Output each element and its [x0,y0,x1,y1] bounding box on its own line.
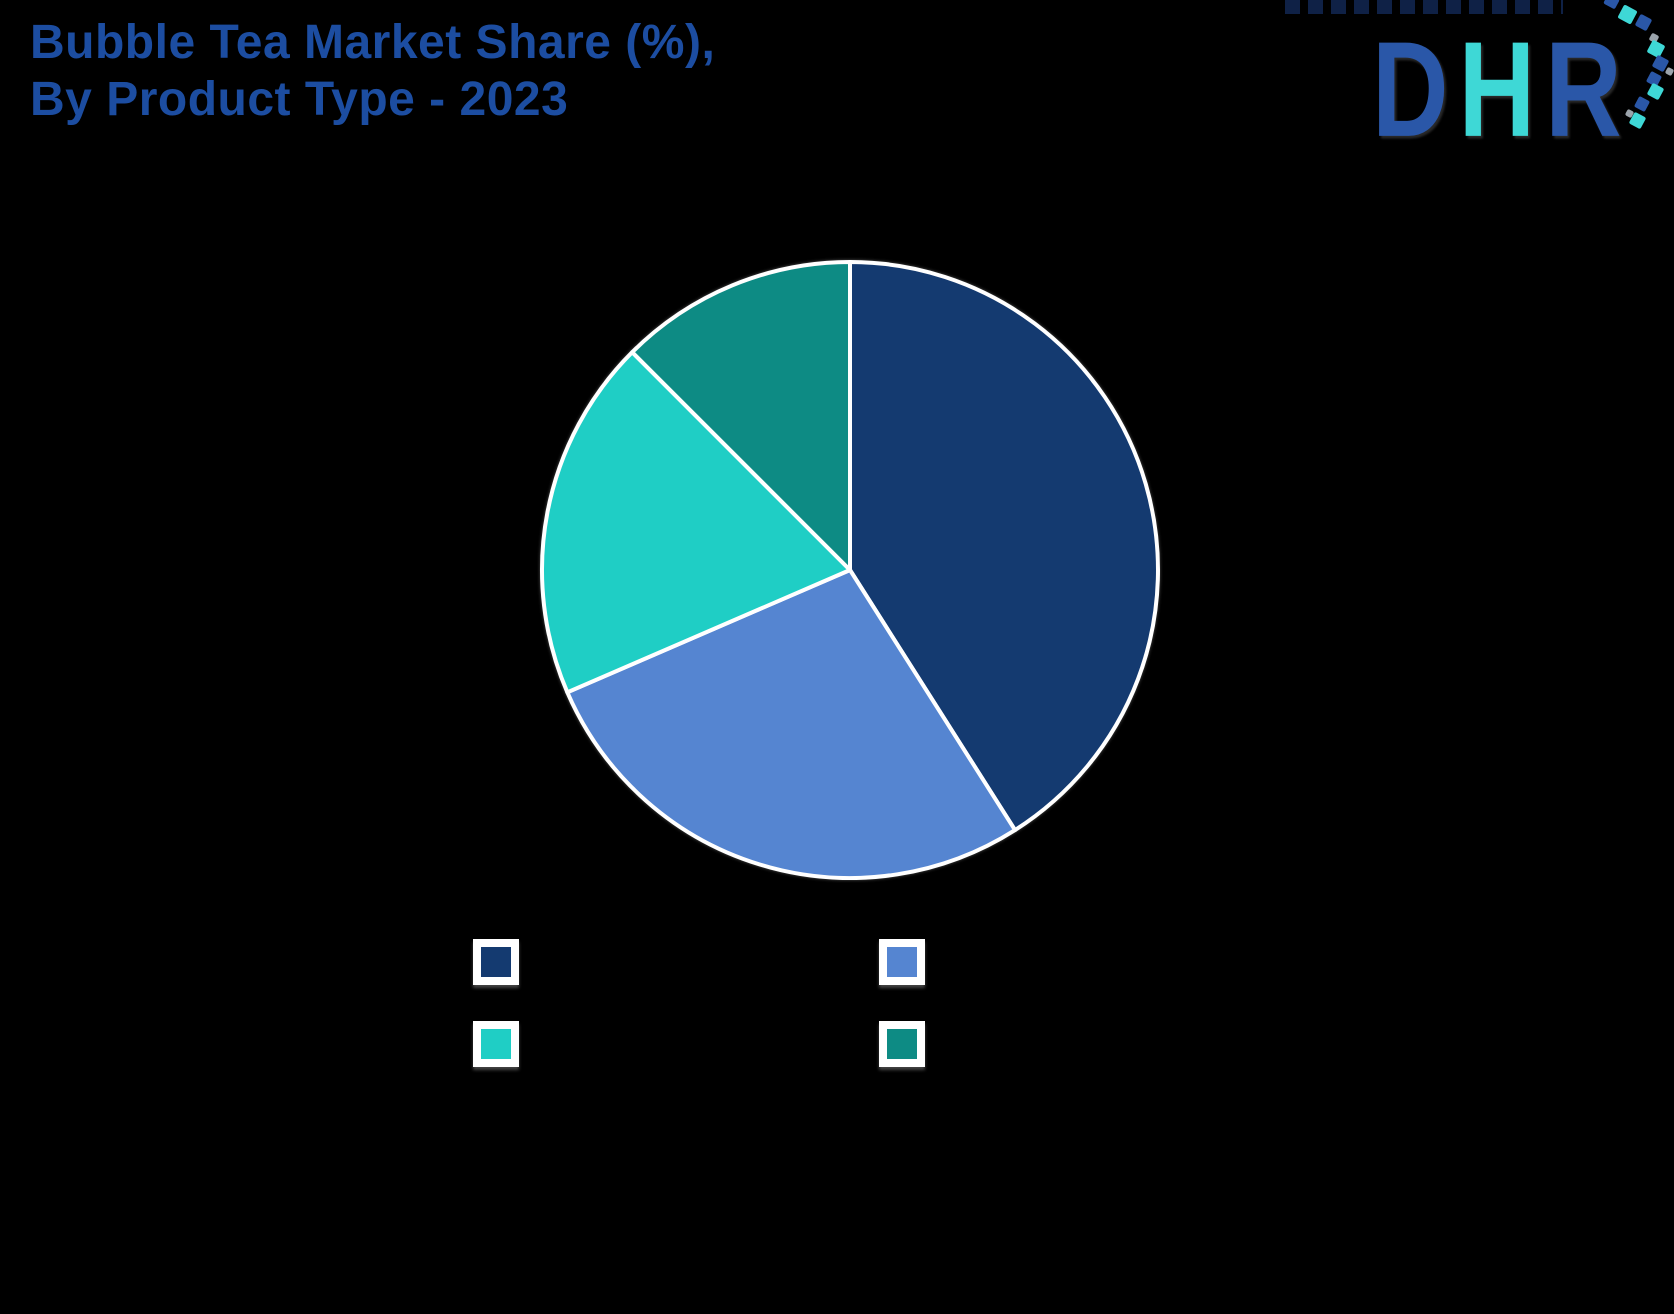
legend-item-2 [879,939,1285,985]
clipped-text-artifact [1285,0,1563,14]
legend-swatch-1 [473,939,519,985]
logo-letter-r: R [1545,14,1632,166]
pie-slice-2 [565,568,1018,880]
logo-letter-d: D [1372,14,1459,166]
chart-title: Bubble Tea Market Share (%), By Product … [30,14,715,128]
logo-letter-h: H [1458,14,1546,166]
chart-title-line2: By Product Type - 2023 [30,73,569,126]
logo-burst-icon [1580,0,1674,134]
legend-item-3 [473,1021,879,1067]
legend-item-4 [879,1021,1285,1067]
legend-item-1 [473,939,879,985]
pie-slice-3 [540,350,852,695]
pie-chart [530,250,1170,890]
legend-swatch-4 [879,1021,925,1067]
pie-svg [540,260,1160,880]
legend-swatch-2 [879,939,925,985]
pie-slice-4 [630,260,852,572]
legend [473,939,1285,1067]
dhr-logo: DHR [1372,22,1632,158]
chart-title-line1: Bubble Tea Market Share (%), [30,16,716,69]
legend-swatch-3 [473,1021,519,1067]
